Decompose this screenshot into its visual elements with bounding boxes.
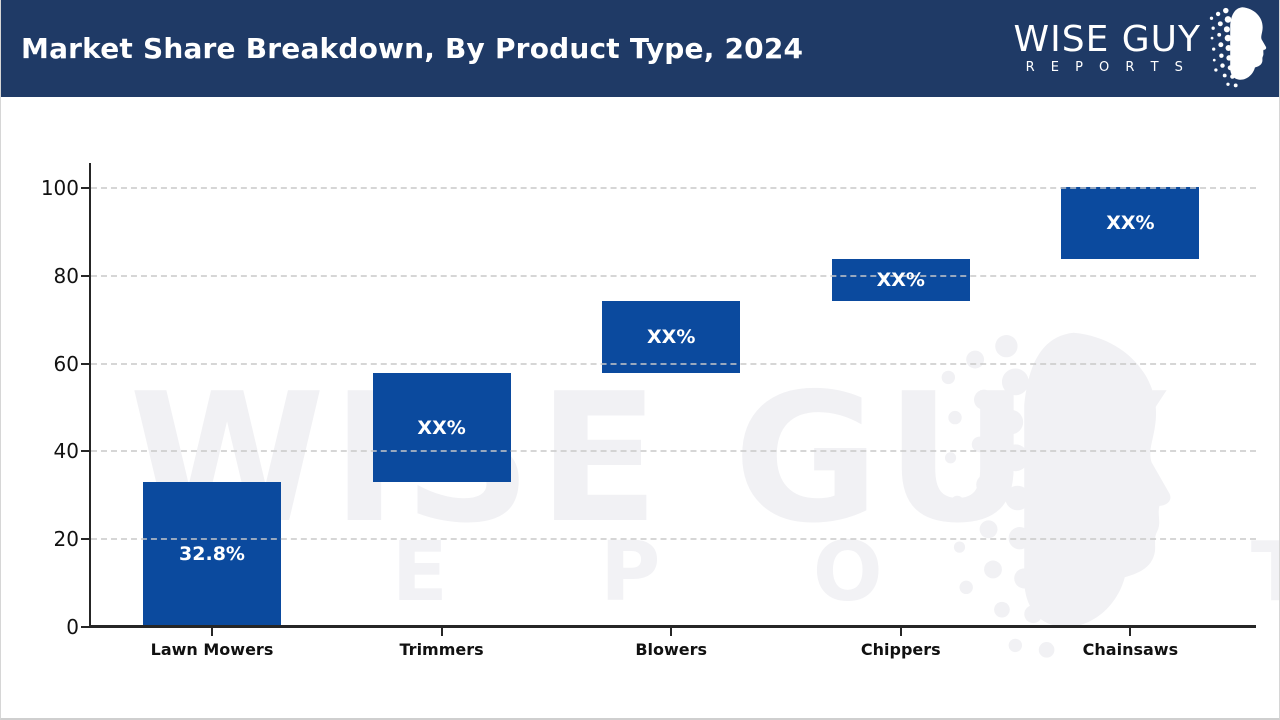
watermark: WISE GUY R E P O R T S (1, 97, 1279, 720)
bar-trimmers (372, 373, 511, 482)
y-tick-label-40: 40 (53, 439, 79, 464)
bar-chippers (831, 258, 970, 302)
bar-value-label-lawn-mowers: 32.8% (179, 543, 245, 565)
y-tick-mark-0 (81, 626, 89, 628)
x-tick-mark-chippers (899, 628, 902, 636)
y-axis-line (89, 163, 91, 627)
brand-logo-text: WISE GUY R E P O R T S (1013, 18, 1202, 76)
bar-value-label-chainsaws: XX% (1106, 211, 1155, 234)
bar-value-label-trimmers: XX% (417, 416, 466, 439)
gridline-80 (91, 274, 1256, 277)
bar-chainsaws (1061, 187, 1200, 259)
header: Market Share Breakdown, By Product Type,… (1, 0, 1279, 97)
bar-blowers (602, 301, 741, 374)
x-tick-label-chippers: Chippers (860, 640, 941, 659)
head-profile-dots-icon (1205, 4, 1273, 92)
x-axis-line (89, 625, 1256, 628)
x-tick-mark-blowers (670, 628, 673, 636)
bar-value-label-blowers: XX% (647, 326, 696, 349)
chart-title: Market Share Breakdown, By Product Type,… (21, 32, 804, 65)
x-tick-mark-trimmers (440, 628, 443, 636)
bar-lawn-mowers (143, 482, 281, 626)
gridline-20 (91, 538, 1256, 541)
x-tick-label-chainsaws: Chainsaws (1082, 640, 1179, 659)
x-tick-label-trimmers: Trimmers (399, 640, 484, 659)
logo-wordmark: WISE GUY (1013, 18, 1201, 60)
y-tick-label-0: 0 (66, 615, 79, 639)
x-tick-mark-lawn-mowers (211, 628, 213, 636)
x-tick-label-blowers: Blowers (635, 640, 708, 659)
gridline-40 (91, 450, 1256, 453)
y-tick-mark-20 (81, 538, 89, 541)
gridline-100 (91, 187, 1256, 189)
logo-subtext: R E P O R T S (1025, 60, 1189, 76)
x-tick-label-lawn-mowers: Lawn Mowers (150, 640, 274, 659)
y-tick-mark-80 (81, 274, 89, 277)
y-tick-label-20: 20 (53, 527, 79, 552)
y-tick-label-100: 100 (40, 176, 79, 200)
y-tick-mark-40 (81, 450, 89, 453)
x-tick-mark-chainsaws (1129, 628, 1132, 636)
y-tick-mark-60 (81, 362, 89, 365)
watermark-head-icon (926, 319, 1194, 677)
plot-area: WISE GUY R E P O R T S 32.8% XX% XX% XX% XX%… (1, 97, 1279, 720)
y-tick-label-60: 60 (53, 351, 79, 376)
bar-value-label-chippers: XX% (876, 269, 925, 292)
y-tick-mark-100 (81, 187, 89, 189)
brand-logo: WISE GUY R E P O R T S (1014, 4, 1274, 92)
y-tick-label-80: 80 (53, 263, 79, 288)
gridline-60 (91, 362, 1256, 365)
